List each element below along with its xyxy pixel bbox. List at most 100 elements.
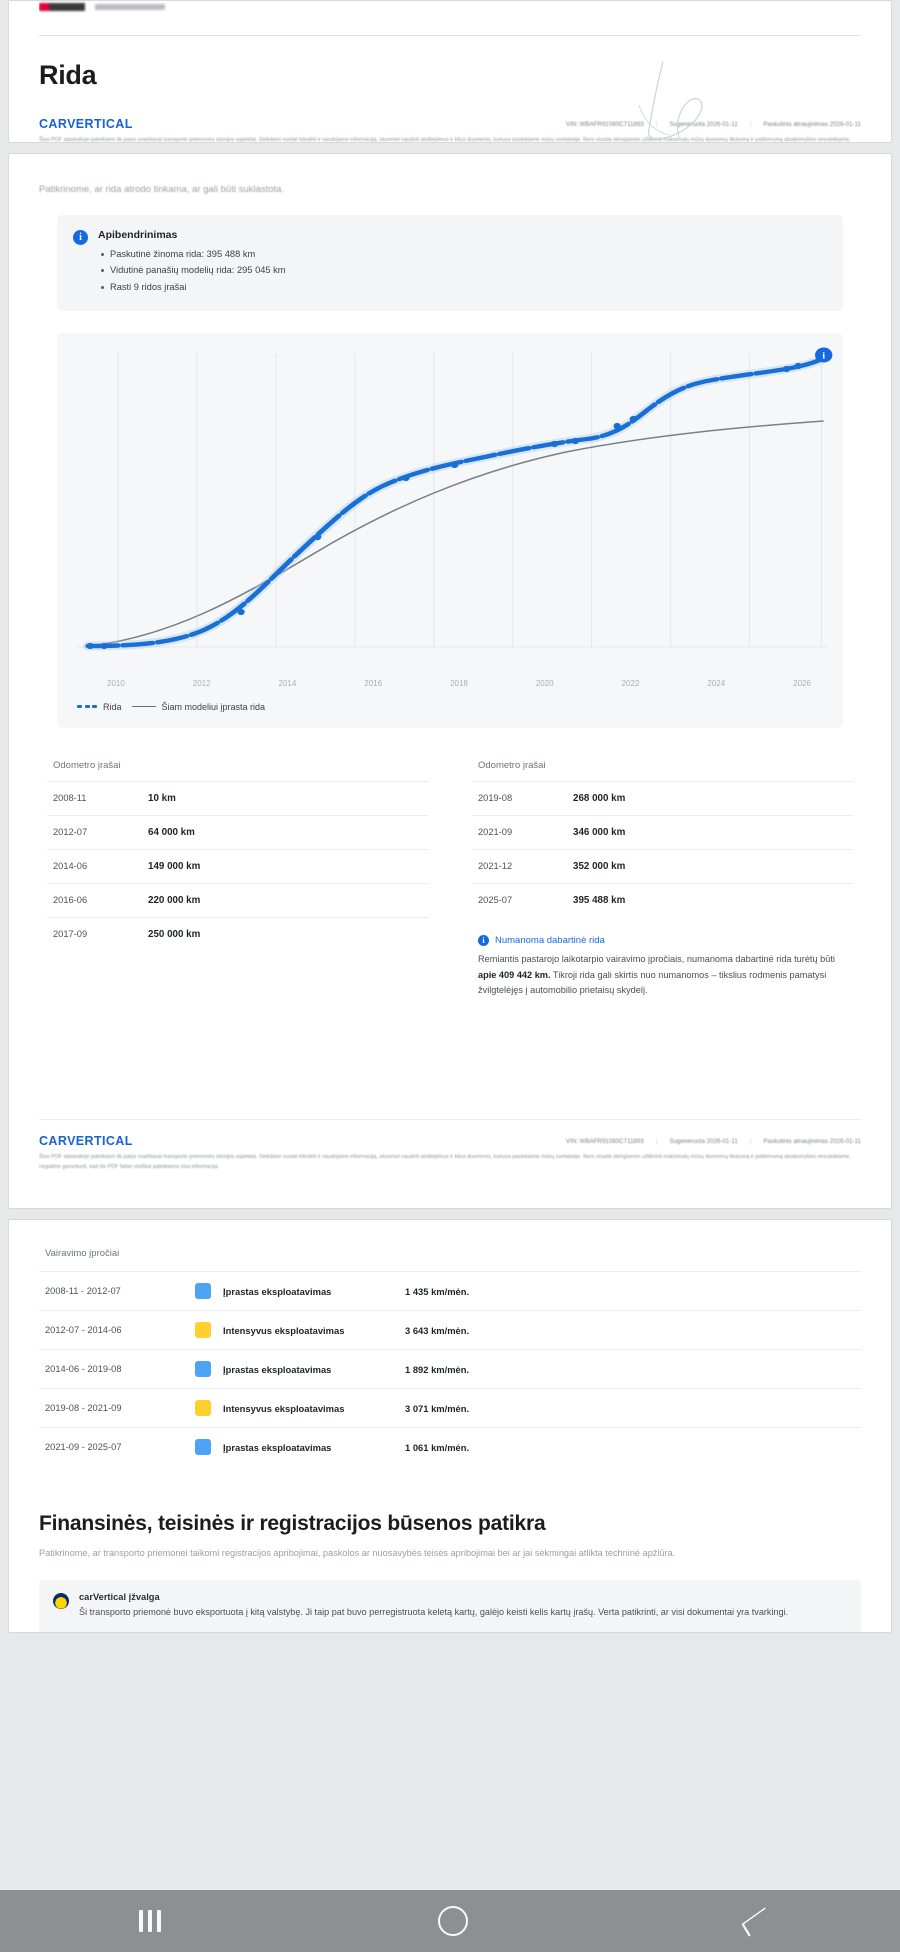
habits-title: Vairavimo įpročiai — [45, 1248, 120, 1260]
cell-usage-type: Intensyvus eksploatavimas — [223, 1402, 345, 1414]
series-mileage-glow — [82, 352, 832, 651]
svg-text:i: i — [822, 351, 825, 361]
table-title: Odometro įrašai — [53, 759, 121, 771]
page-title: Rida — [39, 60, 97, 90]
estimate-text: Remiantis pastarojo laikotarpio vairavim… — [478, 952, 847, 999]
table-row: 2016-06 220 000 km — [47, 882, 428, 917]
summary-title: Apibendrinimas — [98, 229, 178, 241]
summary-list: Paskutinė žinoma rida: 395 488 km Viduti… — [98, 246, 286, 295]
usage-color-chip — [195, 1322, 211, 1339]
android-navigation-bar — [0, 1890, 900, 1952]
usage-color-chip — [195, 1400, 211, 1417]
table-title: Odometro įrašai — [478, 759, 546, 771]
cell-usage-type: Intensyvus eksploatavimas — [223, 1324, 345, 1336]
cell-date: 2016-06 — [53, 895, 88, 906]
section-heading: Finansinės, teisinės ir registracijos bū… — [39, 1512, 546, 1536]
info-icon: i — [73, 230, 88, 245]
odometer-table-left: Odometro įrašai 2008-11 10 km 2012-07 64… — [39, 750, 450, 999]
table-row: 2012-07 64 000 km — [47, 814, 428, 849]
document-page-top: Rida CARVERTICAL VIN: WBAFR91080C711893 … — [8, 0, 892, 143]
app-topbar-stub — [39, 1, 861, 13]
cell-rate: 1 435 km/mėn. — [405, 1285, 470, 1297]
cell-value: 346 000 km — [573, 826, 626, 838]
cv-eye-icon — [53, 1592, 69, 1609]
cell-date: 2019-08 — [478, 793, 513, 804]
legend-item-mileage: Rida — [77, 702, 122, 712]
cell-range: 2014-06 - 2019-08 — [45, 1364, 122, 1375]
x-tick: 2022 — [621, 678, 640, 688]
estimate-title: Numanoma dabartinė rida — [495, 934, 605, 946]
document-page-mileage: Patikrinome, ar rida atrodo tinkama, ar … — [8, 153, 892, 1210]
generated-meta: Sugeneruota 2026-01-11 — [669, 1137, 738, 1145]
back-icon[interactable] — [746, 1908, 761, 1934]
cell-usage-type: Įprastas eksploatavimas — [223, 1285, 332, 1297]
recents-icon[interactable] — [138, 1910, 161, 1932]
cell-value: 10 km — [148, 792, 176, 804]
mileage-chart-card: i 2010 2012 2014 2016 2018 2020 2022 202… — [57, 332, 843, 728]
cell-value: 250 000 km — [148, 928, 201, 940]
cell-date: 2021-09 — [478, 827, 513, 838]
chart-end-info-icon — [815, 347, 833, 363]
mileage-chart: i — [67, 347, 833, 677]
chart-x-axis: 2010 2012 2014 2016 2018 2020 2022 2024 … — [67, 677, 833, 688]
estimate-text-before: Remiantis pastarojo laikotarpio vairavim… — [478, 953, 835, 964]
generated-meta: Sugeneruota 2026-01-11 — [669, 120, 738, 128]
cell-rate: 3 071 km/mėn. — [405, 1402, 470, 1414]
table-row: 2008-11 - 2012-07 Įprastas eksploatavima… — [39, 1271, 861, 1310]
info-icon: i — [478, 934, 489, 946]
cell-range: 2019-08 - 2021-09 — [45, 1403, 122, 1414]
cell-value: 395 488 km — [573, 894, 626, 906]
chart-data-points — [86, 362, 802, 649]
divider — [39, 35, 861, 36]
cell-value: 268 000 km — [573, 792, 626, 804]
cell-rate: 1 892 km/mėn. — [405, 1363, 470, 1375]
cell-usage-type: Įprastas eksploatavimas — [223, 1441, 332, 1453]
estimate-text-after: Tikroji rida gali skirtis nuo numanomos … — [478, 969, 827, 996]
usage-color-chip — [195, 1439, 211, 1456]
vin-meta: VIN: WBAFR91080C711893 — [565, 120, 644, 128]
carvertical-logo: CARVERTICAL — [39, 117, 133, 131]
cell-value: 352 000 km — [573, 860, 626, 872]
cell-date: 2025-07 — [478, 895, 513, 906]
usage-color-chip — [195, 1283, 211, 1300]
tabs-stub — [95, 4, 165, 10]
document-disclaimer: Šiuo PDF ataskaitoje pateikiami tik paty… — [39, 137, 851, 143]
table-row: 2025-07 395 488 km — [472, 882, 853, 917]
cell-date: 2008-11 — [53, 793, 87, 804]
usage-color-chip — [195, 1361, 211, 1378]
table-row: 2014-06 149 000 km — [47, 848, 428, 883]
cell-date: 2014-06 — [53, 861, 88, 872]
cell-range: 2012-07 - 2014-06 — [45, 1325, 122, 1336]
cell-rate: 3 643 km/mėn. — [405, 1324, 470, 1336]
document-page-habits: Vairavimo įpročiai 2008-11 - 2012-07 Įpr… — [8, 1219, 892, 1633]
summary-callout: i Apibendrinimas Paskutinė žinoma rida: … — [57, 215, 843, 311]
updated-meta: Paskutinis atnaujinimas 2026-01-11 — [763, 1137, 861, 1145]
meta-sep: | — [655, 120, 658, 128]
brand-logo-stub — [39, 3, 85, 11]
cell-date: 2017-09 — [53, 929, 88, 940]
insight-title: carVertical įžvalga — [79, 1591, 160, 1602]
odometer-table-right: Odometro įrašai 2019-08 268 000 km 2021-… — [450, 750, 861, 999]
table-row: 2021-09 346 000 km — [472, 814, 853, 849]
odometer-tables: Odometro įrašai 2008-11 10 km 2012-07 64… — [39, 750, 861, 999]
meta-sep: | — [655, 1137, 658, 1145]
section-lead: Patikrinome, ar rida atrodo tinkama, ar … — [39, 184, 285, 195]
carvertical-logo: CARVERTICAL — [39, 1134, 133, 1149]
chart-svg: i — [76, 347, 833, 651]
document-footer-top: CARVERTICAL VIN: WBAFR91080C711893 | Sug… — [39, 117, 861, 143]
driving-habits-section: Vairavimo įpročiai 2008-11 - 2012-07 Įpr… — [9, 1220, 891, 1482]
chart-legend: Rida Šiam modeliui įprasta rida — [67, 688, 833, 720]
cell-range: 2021-09 - 2025-07 — [45, 1442, 122, 1453]
home-icon[interactable] — [438, 1906, 469, 1936]
table-row: 2014-06 - 2019-08 Įprastas eksploatavima… — [39, 1349, 861, 1388]
x-tick: 2026 — [793, 678, 811, 688]
meta-sep: | — [749, 120, 752, 128]
updated-meta: Paskutinis atnaujinimas 2026-01-11 — [763, 120, 861, 128]
table-row: 2017-09 250 000 km — [47, 916, 428, 951]
x-tick: 2014 — [278, 678, 297, 688]
carvertical-insight-box: carVertical įžvalga Ši transporto priemo… — [39, 1579, 861, 1632]
estimated-mileage-note: i Numanoma dabartinė rida Remiantis past… — [472, 934, 853, 999]
series-typical-mileage — [87, 420, 824, 647]
cell-date: 2021-12 — [478, 861, 513, 872]
